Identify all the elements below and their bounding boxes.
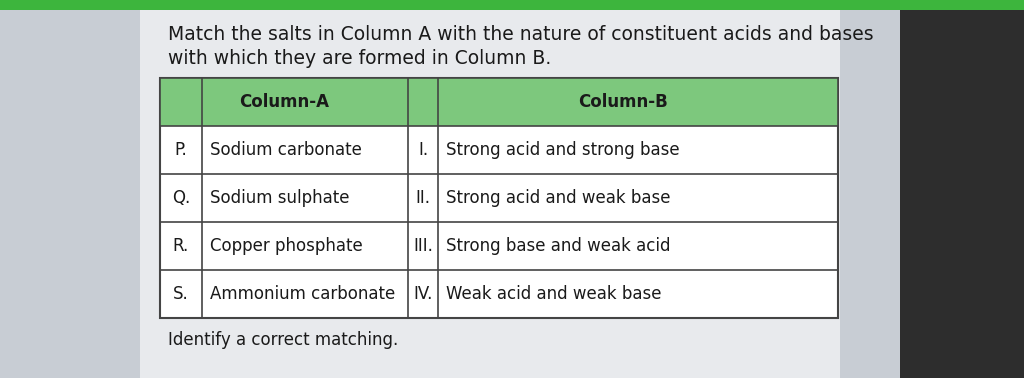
Text: R.: R. bbox=[173, 237, 189, 255]
Bar bbox=[0, 0, 1024, 10]
Text: Strong base and weak acid: Strong base and weak acid bbox=[446, 237, 671, 255]
Bar bbox=[900, 0, 1024, 378]
Bar bbox=[408, 78, 838, 126]
Text: Column-B: Column-B bbox=[579, 93, 668, 111]
Bar bbox=[160, 78, 408, 126]
Text: Sodium carbonate: Sodium carbonate bbox=[210, 141, 361, 159]
Text: II.: II. bbox=[416, 189, 430, 207]
Text: Match the salts in Column A with the nature of constituent acids and bases: Match the salts in Column A with the nat… bbox=[168, 25, 873, 45]
Text: III.: III. bbox=[413, 237, 433, 255]
Bar bbox=[160, 78, 838, 318]
Text: Weak acid and weak base: Weak acid and weak base bbox=[446, 285, 662, 303]
Text: S.: S. bbox=[173, 285, 188, 303]
Text: Ammonium carbonate: Ammonium carbonate bbox=[210, 285, 395, 303]
Text: IV.: IV. bbox=[414, 285, 433, 303]
Text: with which they are formed in Column B.: with which they are formed in Column B. bbox=[168, 48, 551, 68]
Text: Copper phosphate: Copper phosphate bbox=[210, 237, 362, 255]
Bar bbox=[840, 0, 900, 10]
Text: P.: P. bbox=[175, 141, 187, 159]
Bar bbox=[140, 0, 840, 378]
Text: Column-A: Column-A bbox=[239, 93, 329, 111]
Text: Strong acid and weak base: Strong acid and weak base bbox=[446, 189, 671, 207]
Text: Identify a correct matching.: Identify a correct matching. bbox=[168, 331, 398, 349]
Text: Sodium sulphate: Sodium sulphate bbox=[210, 189, 349, 207]
Text: I.: I. bbox=[418, 141, 428, 159]
Text: Strong acid and strong base: Strong acid and strong base bbox=[446, 141, 680, 159]
Text: Q.: Q. bbox=[172, 189, 190, 207]
